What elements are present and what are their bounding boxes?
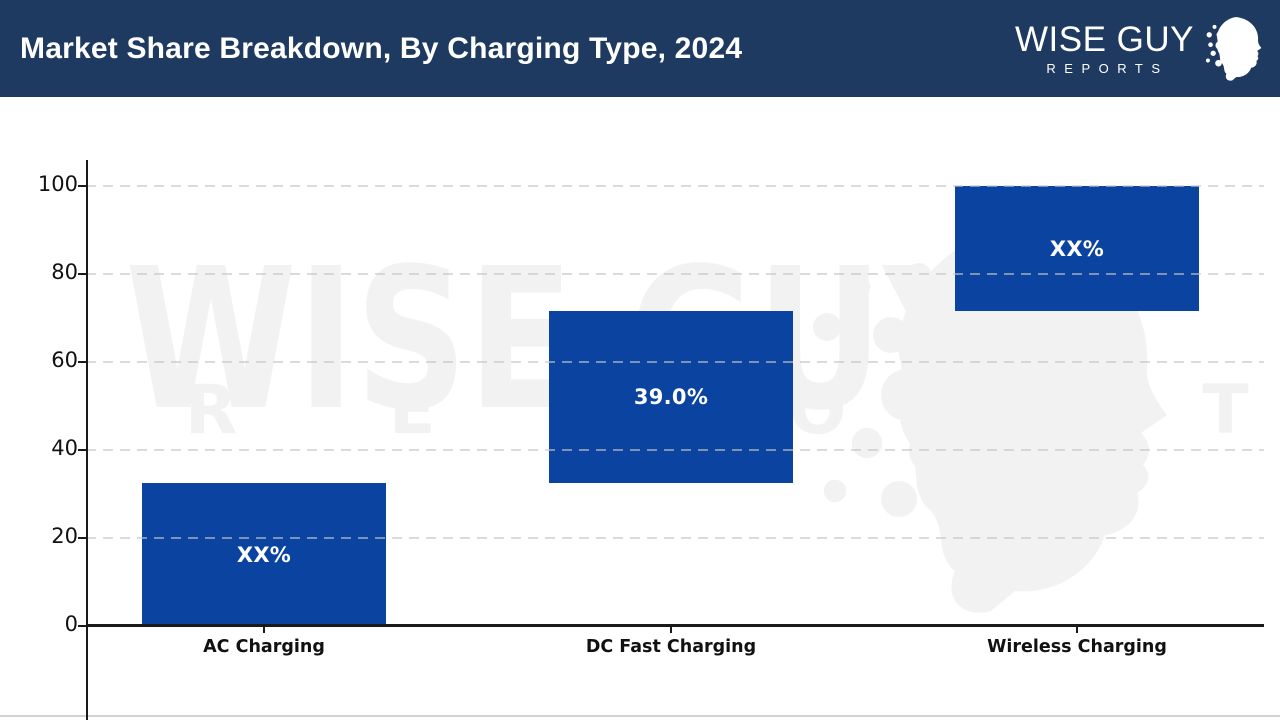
gridline-20 xyxy=(86,537,1264,539)
bar-2: XX% xyxy=(955,186,1199,312)
chart-title: Market Share Breakdown, By Charging Type… xyxy=(20,31,743,65)
y-tick-mark-100 xyxy=(78,185,86,187)
gridline-40 xyxy=(86,449,1264,451)
x-tick-mark-0 xyxy=(263,627,265,633)
x-category-label-0: AC Charging xyxy=(203,637,325,657)
y-tick-mark-40 xyxy=(78,449,86,451)
bottom-divider xyxy=(0,715,1280,717)
header: Market Share Breakdown, By Charging Type… xyxy=(0,0,1280,97)
y-tick-label-60: 60 xyxy=(51,348,78,372)
x-axis-line xyxy=(86,624,1264,627)
y-axis-line xyxy=(86,160,88,720)
y-tick-mark-20 xyxy=(78,537,86,539)
y-tick-label-20: 20 xyxy=(51,524,78,548)
y-tick-mark-60 xyxy=(78,361,86,363)
x-category-label-1: DC Fast Charging xyxy=(585,637,757,657)
brand-tagline: REPORTS xyxy=(1046,61,1169,76)
bar-value-label-1: 39.0% xyxy=(633,385,709,410)
gridline-80 xyxy=(86,273,1264,275)
y-tick-label-100: 100 xyxy=(37,172,78,196)
plot-area: WISE GUY R E P O R T S XX%39.0%XX% 02040… xyxy=(0,97,1280,720)
brand-name: WISE GUY xyxy=(1014,20,1194,59)
x-tick-mark-1 xyxy=(670,627,672,633)
gridline-60 xyxy=(86,361,1264,363)
y-tick-mark-0 xyxy=(78,625,86,627)
bar-0: XX% xyxy=(142,483,386,626)
watermark-head-icon xyxy=(813,228,1167,613)
x-tick-mark-2 xyxy=(1076,627,1078,633)
brand-logo: WISE GUY REPORTS xyxy=(1014,0,1266,97)
bar-value-label-2: XX% xyxy=(1049,236,1105,261)
y-tick-mark-80 xyxy=(78,273,86,275)
y-tick-label-0: 0 xyxy=(64,612,78,636)
x-category-label-2: Wireless Charging xyxy=(987,637,1167,657)
bar-value-label-0: XX% xyxy=(236,542,292,567)
y-tick-label-80: 80 xyxy=(51,260,78,284)
y-tick-label-40: 40 xyxy=(51,436,78,460)
gridline-100 xyxy=(86,185,1264,187)
brand-logo-text: WISE GUY REPORTS xyxy=(1014,20,1194,77)
brand-head-icon xyxy=(1205,17,1262,81)
bar-1: 39.0% xyxy=(549,311,793,483)
